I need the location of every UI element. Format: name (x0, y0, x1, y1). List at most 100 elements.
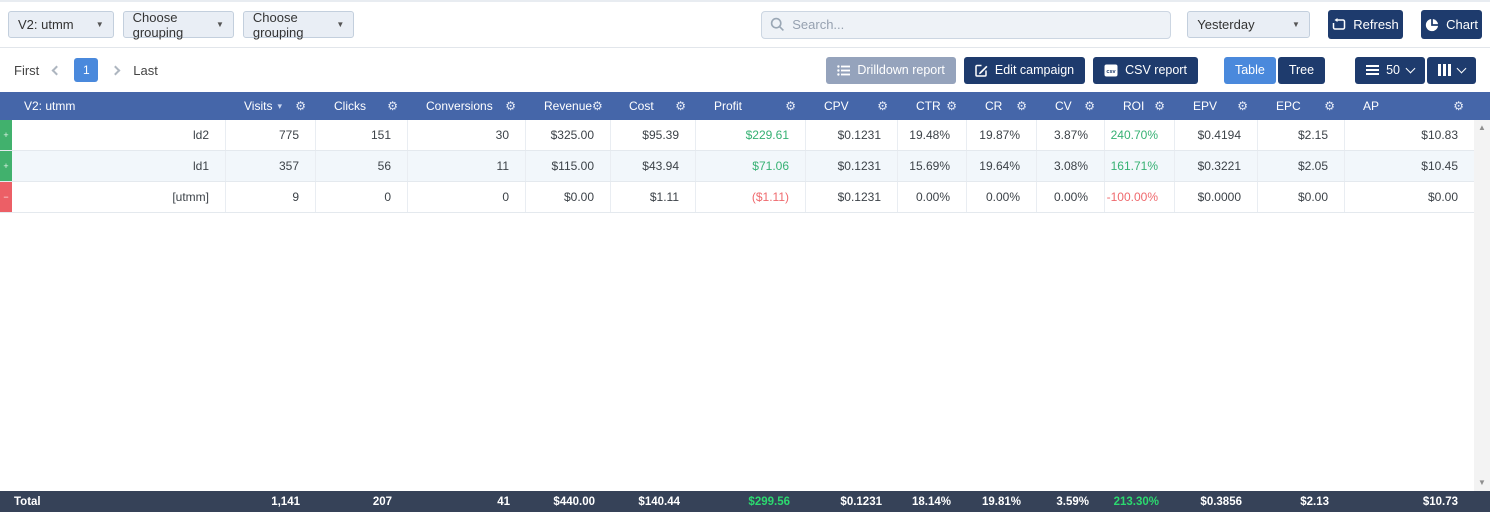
header-label: CV (1055, 99, 1072, 113)
total-cell: 1,141 (271, 495, 300, 508)
row-cell: $0.4194 (1175, 120, 1258, 150)
csv-report-label: CSV report (1125, 63, 1187, 77)
gear-icon[interactable]: ⚙ (592, 99, 603, 113)
scrollbar-down-icon[interactable]: ▼ (1478, 478, 1486, 487)
header-label: Clicks (334, 99, 366, 113)
header-cell-ctr[interactable]: CTR ⚙ (898, 92, 967, 120)
caret-down-icon: ▼ (95, 20, 104, 29)
caret-down-icon: ▼ (1292, 20, 1300, 29)
gear-icon[interactable]: ⚙ (1324, 99, 1335, 113)
gear-icon[interactable]: ⚙ (877, 99, 888, 113)
table-row[interactable]: + ld2 775 151 30 $325.00 $95.39 $229.61 $0.1231 1… (0, 120, 1490, 151)
gear-icon[interactable]: ⚙ (1016, 99, 1027, 113)
pagination-prev-icon[interactable] (51, 65, 62, 75)
chart-button[interactable]: Chart (1421, 10, 1482, 39)
header-cell-ap[interactable]: AP ⚙ (1345, 92, 1474, 120)
gear-icon[interactable]: ⚙ (505, 99, 516, 113)
header-cell-profit[interactable]: Profit ⚙ (696, 92, 806, 120)
header-cell-conversions[interactable]: Conversions ⚙ (408, 92, 526, 120)
row-cell: $0.1231 (806, 182, 898, 212)
row-cell: 151 (316, 120, 408, 150)
grouping-select-2-value: Choose grouping (252, 9, 304, 40)
grouping-select-2[interactable]: Choose grouping ▼ (242, 9, 355, 40)
refresh-button[interactable]: Refresh (1327, 10, 1404, 39)
row-cell: 0 (408, 182, 526, 212)
status-strip: − (0, 182, 12, 212)
row-cell: $0.00 (526, 182, 611, 212)
row-cell: 0.00% (898, 182, 967, 212)
row-cell: 19.64% (967, 151, 1037, 181)
row-cell: 3.08% (1037, 151, 1105, 181)
table-row[interactable]: + ld1 357 56 11 $115.00 $43.94 $71.06 $0.1231 15.… (0, 151, 1490, 182)
header-cell-cv[interactable]: CV ⚙ (1037, 92, 1105, 120)
gear-icon[interactable]: ⚙ (387, 99, 398, 113)
header-cell-epc[interactable]: EPC ⚙ (1258, 92, 1345, 120)
pagination-page-1[interactable]: 1 (74, 58, 99, 82)
header-cell-clicks[interactable]: Clicks ⚙ (316, 92, 408, 120)
pagination-next-icon[interactable] (110, 65, 121, 75)
row-cell: 11 (408, 151, 526, 181)
pagination-last[interactable]: Last (133, 62, 158, 78)
total-cell: 18.14% (911, 495, 951, 508)
row-cell: $0.00 (1427, 190, 1458, 204)
total-cell: 41 (497, 495, 510, 508)
grouping-select-1[interactable]: Choose grouping ▼ (122, 9, 234, 40)
scrollbar-up-icon[interactable]: ▲ (1478, 123, 1486, 132)
row-cell: [utmm] (0, 182, 226, 212)
chevron-down-icon (1405, 63, 1416, 73)
table-row[interactable]: − [utmm] 9 0 0 $0.00 $1.11 ($1.11) $0.1231 0.00% 0… (0, 182, 1490, 213)
status-strip: + (0, 151, 12, 181)
gear-icon[interactable]: ⚙ (675, 99, 686, 113)
campaign-select[interactable]: V2: utmm ▼ (8, 11, 114, 38)
table-view-toggle[interactable]: Table (1223, 56, 1276, 84)
header-cell-cr[interactable]: CR ⚙ (967, 92, 1037, 120)
row-cell: 19.87% (967, 120, 1037, 150)
total-cell: 213.30% (1113, 495, 1159, 508)
row-cell: $10.45 (1421, 159, 1458, 173)
pagination-first[interactable]: First (14, 62, 40, 78)
header-cell-cost[interactable]: Cost ⚙ (611, 92, 696, 120)
header-label: CPV (824, 99, 849, 113)
row-cell: $71.06 (696, 151, 806, 181)
chart-label: Chart (1446, 17, 1478, 32)
row-cell: ld2 (0, 120, 226, 150)
drilldown-report-button[interactable]: Drilldown report (826, 56, 956, 84)
header-cell-cpv[interactable]: CPV ⚙ (806, 92, 898, 120)
edit-campaign-button[interactable]: Edit campaign (963, 56, 1086, 84)
row-cell: $0.1231 (806, 151, 898, 181)
gear-icon[interactable]: ⚙ (1237, 99, 1248, 113)
page-size-value: 50 (1386, 63, 1400, 77)
date-range-select[interactable]: Yesterday ▼ (1187, 11, 1310, 38)
header-cell-roi[interactable]: ROI ⚙ (1105, 92, 1175, 120)
grouping-select-1-value: Choose grouping (132, 9, 184, 40)
csv-file-icon: csv (1104, 64, 1118, 77)
sort-caret-icon: ▾ (277, 100, 282, 111)
gear-icon[interactable]: ⚙ (785, 99, 796, 113)
total-label: Total (14, 495, 41, 508)
page-size-button[interactable]: 50 (1355, 56, 1425, 84)
row-cell: $115.00 (526, 151, 611, 181)
csv-report-button[interactable]: csv CSV report (1093, 56, 1198, 84)
header-cell-revenue[interactable]: Revenue ⚙ (526, 92, 611, 120)
columns-icon (1438, 64, 1451, 76)
gear-icon[interactable]: ⚙ (946, 99, 957, 113)
table-header-row: V2: utmm Visits ▾ ⚙ Clicks ⚙ Conversions ⚙ Reven… (0, 92, 1490, 120)
row-cell: 19.48% (898, 120, 967, 150)
table-toggle-label: Table (1234, 63, 1265, 77)
header-cell-v2-utmm[interactable]: V2: utmm (0, 92, 226, 120)
gear-icon[interactable]: ⚙ (1084, 99, 1095, 113)
row-cell: $325.00 (526, 120, 611, 150)
header-cell-visits[interactable]: Visits ▾ ⚙ (226, 92, 316, 120)
header-label: Cost (629, 99, 654, 113)
campaign-select-value: V2: utmm (18, 17, 74, 32)
gear-icon[interactable]: ⚙ (1453, 99, 1464, 113)
gear-icon[interactable]: ⚙ (1154, 99, 1165, 113)
columns-button[interactable] (1427, 56, 1476, 84)
header-cell-epv[interactable]: EPV ⚙ (1175, 92, 1258, 120)
search-input[interactable] (761, 10, 1172, 39)
tree-view-toggle[interactable]: Tree (1277, 56, 1326, 84)
search-container (761, 10, 1172, 39)
vertical-scrollbar[interactable]: ▲ ▼ (1474, 120, 1490, 491)
gear-icon[interactable]: ⚙ (295, 99, 306, 113)
